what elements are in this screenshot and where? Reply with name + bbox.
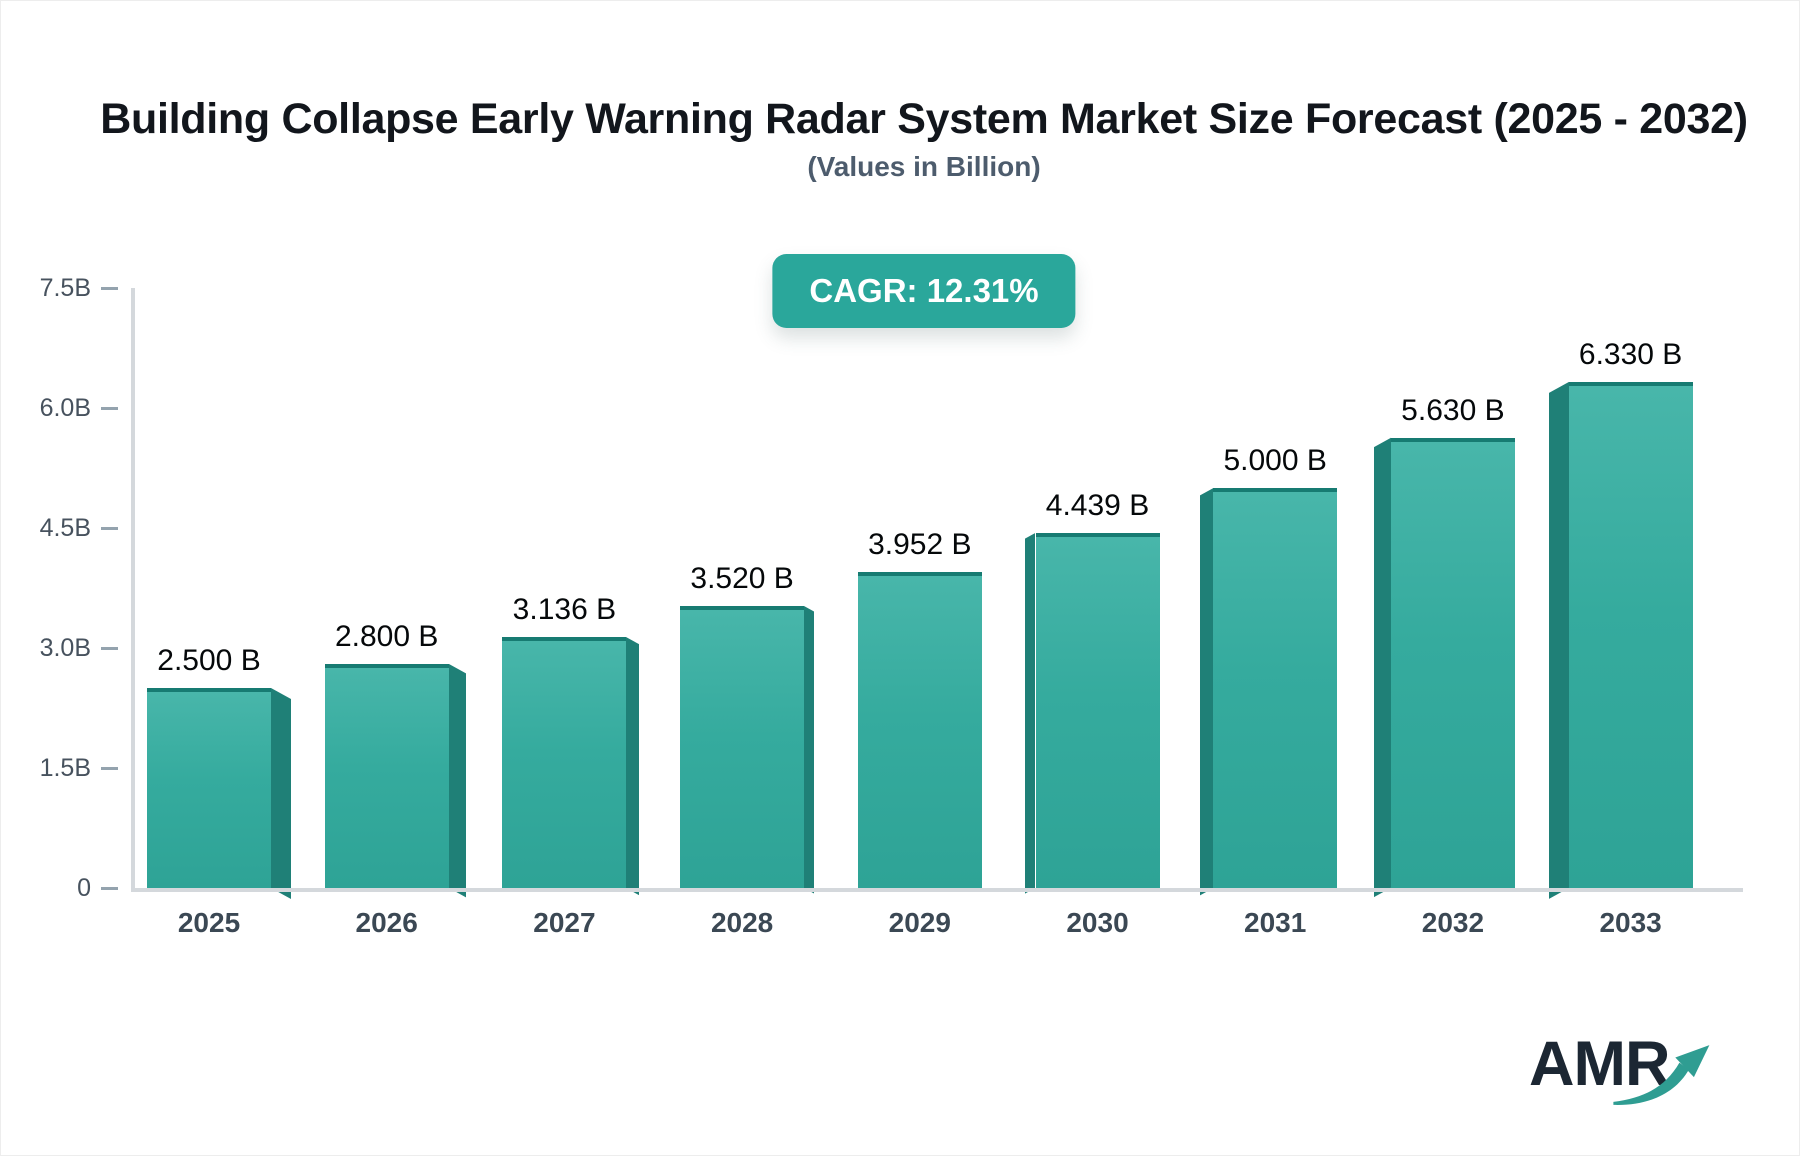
bar-side-face (448, 664, 466, 898)
bar-value-label: 2.500 B (157, 644, 261, 677)
bar-2029 (857, 571, 982, 888)
x-axis-label: 2028 (710, 907, 774, 938)
bar-value-label: 3.520 B (690, 562, 794, 596)
bar-value-label: 5.000 B (1223, 444, 1327, 477)
bar-value-label: 3.136 B (512, 593, 617, 627)
y-axis-tick (101, 406, 118, 410)
x-axis-label: 2032 (1421, 907, 1485, 938)
bar-2025 (147, 688, 271, 888)
y-axis-tick (101, 526, 118, 530)
amr-logo-text: AMR (1529, 1029, 1670, 1099)
bar-side-face (1374, 437, 1391, 898)
y-axis-tick (101, 646, 118, 650)
y-axis-label: 4.5B (39, 514, 91, 542)
bar-side-face (1025, 532, 1036, 894)
bar-value-label: 5.630 B (1401, 393, 1505, 427)
trend-up-arrow-icon (1613, 1045, 1710, 1105)
y-axis-label: 1.5B (39, 754, 91, 782)
bar-2027 (502, 637, 627, 888)
y-axis-label: 0 (77, 874, 91, 902)
chart-subtitle: (Values in Billion) (807, 151, 1041, 182)
bar-side-face (1199, 488, 1214, 896)
y-axis-tick (101, 286, 118, 290)
bar-value-label: 4.439 B (1045, 488, 1150, 522)
y-axis-line (131, 288, 135, 892)
x-axis-label: 2030 (1066, 907, 1129, 938)
bar-2033 (1568, 381, 1693, 888)
y-axis-tick (101, 766, 118, 770)
bar-2031 (1213, 488, 1338, 888)
bar-side-face (271, 688, 291, 899)
bar-2032 (1390, 437, 1515, 888)
bar-2028 (680, 606, 805, 888)
y-axis-label: 7.5B (39, 274, 91, 302)
bar-value-label: 3.952 B (868, 527, 972, 561)
bar-2026 (324, 664, 449, 888)
x-axis-label: 2027 (533, 907, 596, 938)
x-axis-label: 2031 (1244, 907, 1307, 938)
amr-logo: AMR (1529, 1029, 1749, 1139)
cagr-badge-label: CAGR: 12.31% (809, 272, 1039, 309)
bar-value-label: 2.800 B (334, 620, 439, 653)
y-axis-tick (101, 886, 118, 890)
x-axis-label: 2033 (1599, 907, 1662, 938)
bar-value-label: 6.330 B (1578, 337, 1683, 371)
x-axis-label: 2025 (177, 907, 241, 938)
cagr-badge: CAGR: 12.31% (772, 254, 1076, 328)
y-axis-label: 3.0B (39, 634, 91, 662)
y-axis-label: 6.0B (39, 394, 91, 422)
chart-title: Building Collapse Early Warning Radar Sy… (100, 95, 1748, 143)
x-axis-line (131, 888, 1743, 892)
x-axis-label: 2029 (888, 907, 951, 938)
bar-side-face (626, 637, 640, 896)
bar-2030 (1035, 532, 1160, 888)
bar-side-face (804, 606, 815, 894)
x-axis-label: 2026 (355, 907, 418, 938)
bar-side-face (1548, 381, 1569, 899)
